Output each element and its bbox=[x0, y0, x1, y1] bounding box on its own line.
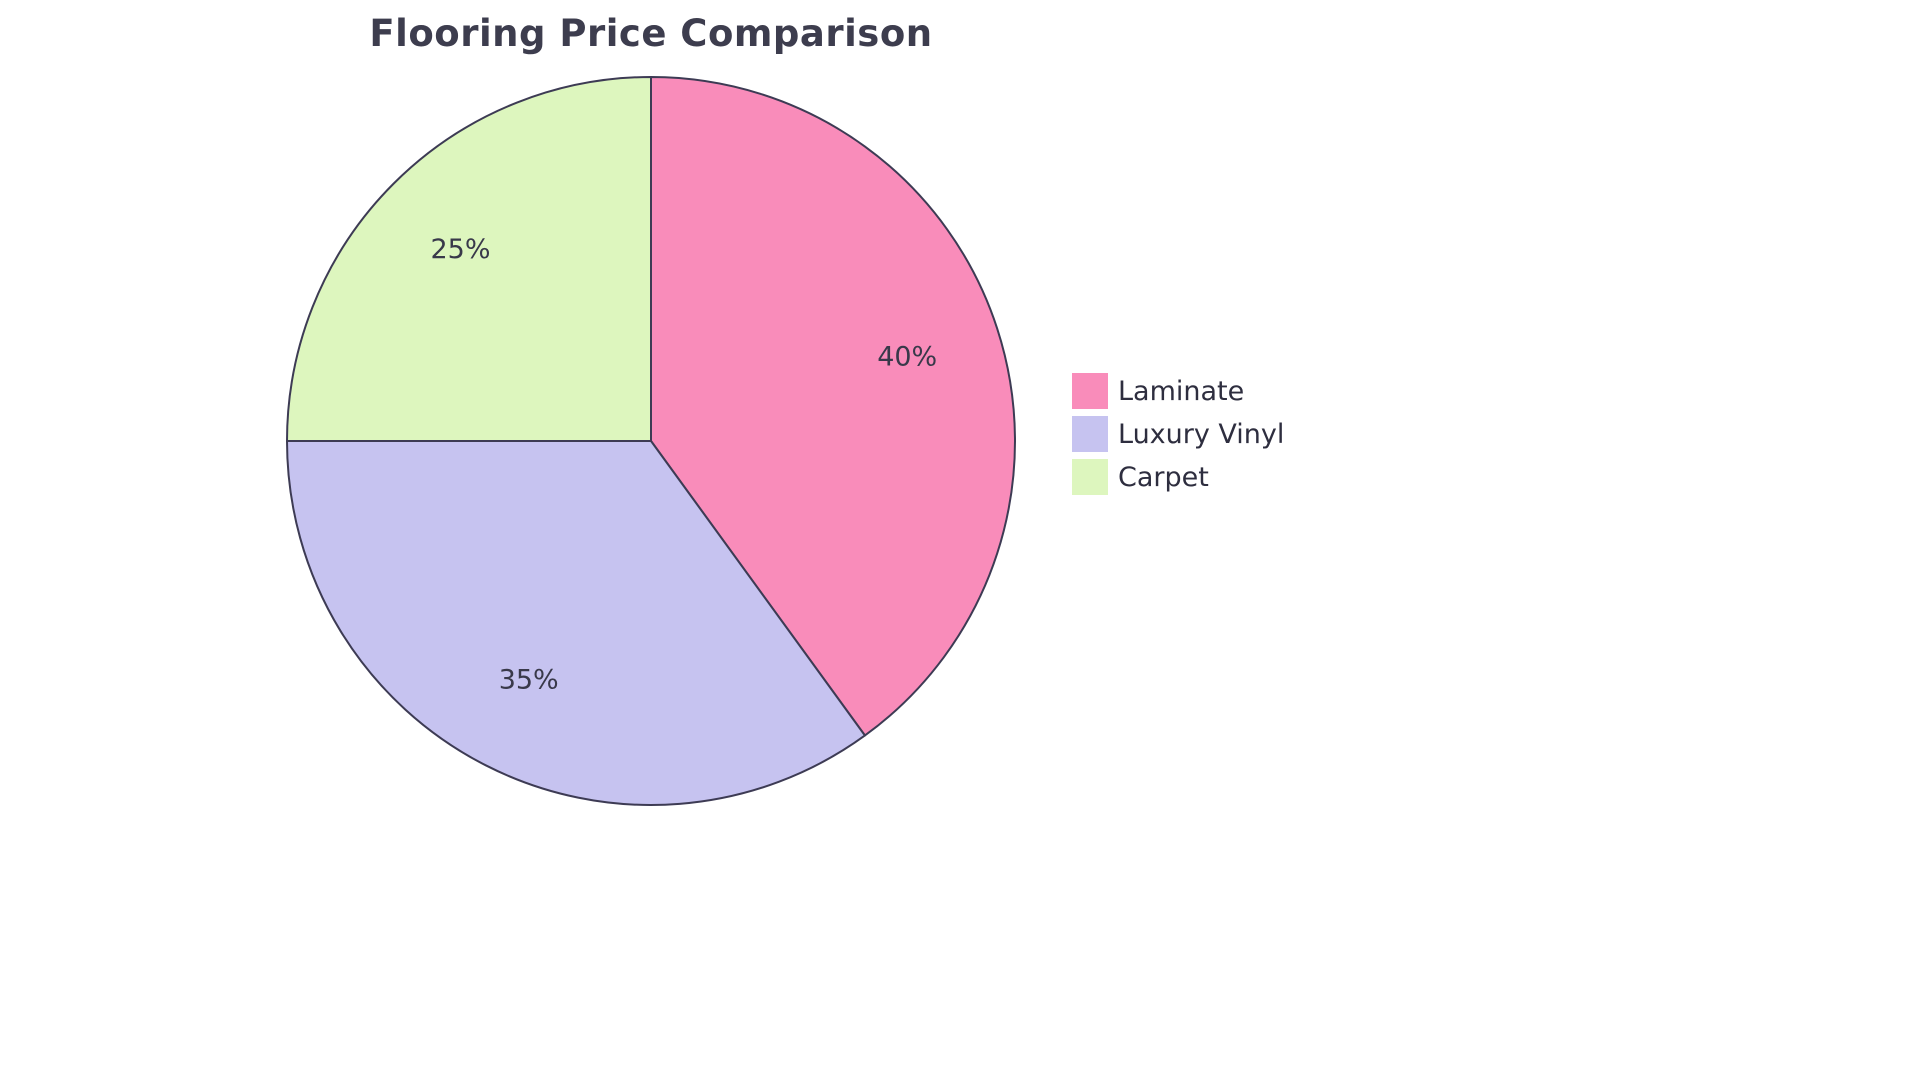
legend-item-luxury-vinyl[interactable]: Luxury Vinyl bbox=[1072, 416, 1284, 452]
legend-label: Carpet bbox=[1118, 461, 1209, 493]
legend-label: Luxury Vinyl bbox=[1118, 418, 1285, 450]
legend-swatch-carpet bbox=[1072, 459, 1108, 495]
pie-slice-carpet[interactable] bbox=[286, 76, 652, 442]
pie-slice-luxury-vinyl[interactable] bbox=[286, 440, 866, 806]
legend-item-laminate[interactable]: Laminate bbox=[1072, 373, 1284, 409]
pie-slice-value-label: 40% bbox=[877, 341, 937, 372]
pie-slice-value-label: 35% bbox=[499, 665, 559, 696]
legend-item-carpet[interactable]: Carpet bbox=[1072, 459, 1284, 495]
legend-swatch-laminate bbox=[1072, 373, 1108, 409]
pie-slice-value-label: 25% bbox=[430, 234, 490, 265]
legend-swatch-luxury-vinyl bbox=[1072, 416, 1108, 452]
legend-label: Laminate bbox=[1118, 375, 1245, 407]
legend: Laminate Luxury Vinyl Carpet bbox=[1072, 373, 1284, 495]
pie-slice-laminate[interactable] bbox=[650, 76, 1016, 737]
chart-title: Flooring Price Comparison bbox=[369, 12, 933, 55]
